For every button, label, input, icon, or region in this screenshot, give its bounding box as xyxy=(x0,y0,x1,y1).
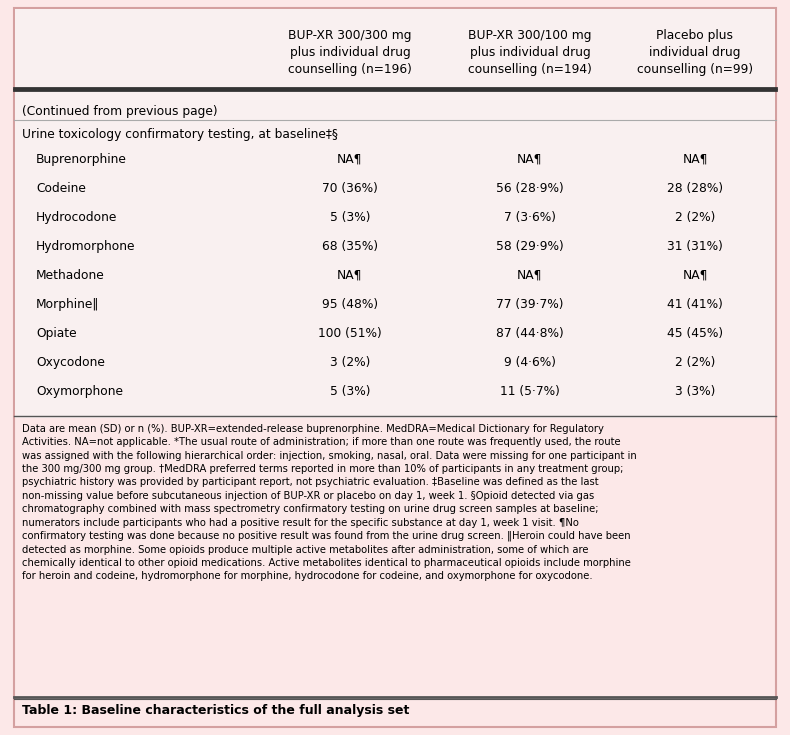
Text: Oxycodone: Oxycodone xyxy=(36,356,105,369)
Text: NA¶: NA¶ xyxy=(337,153,363,166)
Text: 87 (44·8%): 87 (44·8%) xyxy=(496,327,564,340)
Text: NA¶: NA¶ xyxy=(683,153,708,166)
Text: 11 (5·7%): 11 (5·7%) xyxy=(500,385,560,398)
Text: Morphine‖: Morphine‖ xyxy=(36,298,100,311)
Text: Table 1: Baseline characteristics of the full analysis set: Table 1: Baseline characteristics of the… xyxy=(22,704,409,717)
FancyBboxPatch shape xyxy=(15,9,775,418)
Text: 3 (2%): 3 (2%) xyxy=(329,356,371,369)
Text: 28 (28%): 28 (28%) xyxy=(667,182,723,195)
Text: Methadone: Methadone xyxy=(36,269,105,282)
Text: Hydrocodone: Hydrocodone xyxy=(36,211,118,224)
Text: NA¶: NA¶ xyxy=(517,153,543,166)
Text: Hydromorphone: Hydromorphone xyxy=(36,240,136,253)
FancyBboxPatch shape xyxy=(14,8,776,727)
Text: NA¶: NA¶ xyxy=(517,269,543,282)
Text: 41 (41%): 41 (41%) xyxy=(667,298,723,311)
Text: Urine toxicology confirmatory testing, at baseline‡§: Urine toxicology confirmatory testing, a… xyxy=(22,128,338,141)
Text: 9 (4·6%): 9 (4·6%) xyxy=(504,356,556,369)
Text: NA¶: NA¶ xyxy=(683,269,708,282)
Text: Opiate: Opiate xyxy=(36,327,77,340)
Text: 56 (28·9%): 56 (28·9%) xyxy=(496,182,564,195)
Text: 2 (2%): 2 (2%) xyxy=(675,356,715,369)
Text: 31 (31%): 31 (31%) xyxy=(667,240,723,253)
Text: Buprenorphine: Buprenorphine xyxy=(36,153,127,166)
Text: (Continued from previous page): (Continued from previous page) xyxy=(22,105,217,118)
Text: 95 (48%): 95 (48%) xyxy=(322,298,378,311)
Text: 5 (3%): 5 (3%) xyxy=(329,385,371,398)
Text: 77 (39·7%): 77 (39·7%) xyxy=(496,298,564,311)
Text: BUP-XR 300/300 mg
plus individual drug
counselling (n=196): BUP-XR 300/300 mg plus individual drug c… xyxy=(288,29,412,76)
Text: 68 (35%): 68 (35%) xyxy=(322,240,378,253)
Text: 7 (3·6%): 7 (3·6%) xyxy=(504,211,556,224)
Text: Data are mean (SD) or n (%). BUP-XR=extended-release buprenorphine. MedDRA=Medic: Data are mean (SD) or n (%). BUP-XR=exte… xyxy=(22,424,637,581)
Text: BUP-XR 300/100 mg
plus individual drug
counselling (n=194): BUP-XR 300/100 mg plus individual drug c… xyxy=(468,29,592,76)
Text: 5 (3%): 5 (3%) xyxy=(329,211,371,224)
Text: 70 (36%): 70 (36%) xyxy=(322,182,378,195)
Text: 100 (51%): 100 (51%) xyxy=(318,327,382,340)
Text: 2 (2%): 2 (2%) xyxy=(675,211,715,224)
Text: Codeine: Codeine xyxy=(36,182,86,195)
Text: 3 (3%): 3 (3%) xyxy=(675,385,715,398)
Text: 45 (45%): 45 (45%) xyxy=(667,327,723,340)
Text: Oxymorphone: Oxymorphone xyxy=(36,385,123,398)
Text: NA¶: NA¶ xyxy=(337,269,363,282)
Text: Placebo plus
individual drug
counselling (n=99): Placebo plus individual drug counselling… xyxy=(637,29,753,76)
Text: 58 (29·9%): 58 (29·9%) xyxy=(496,240,564,253)
